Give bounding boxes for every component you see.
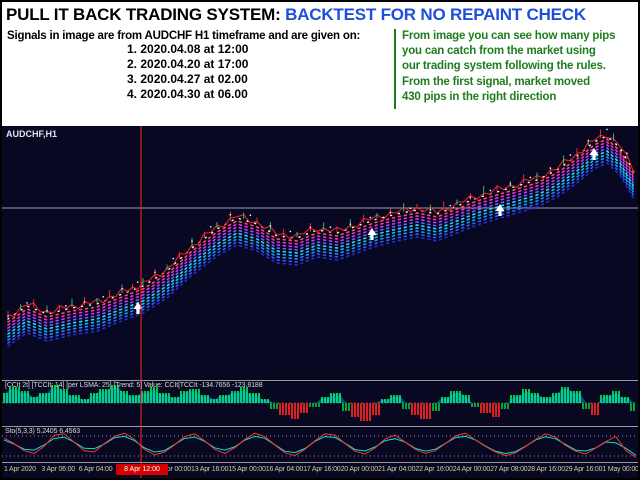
axis-label: 10 Apr 00:00 — [153, 466, 192, 473]
cci-indicator-label: [CCIt 2t] [TCCIt: 14] [per LSMA: 25] [Tr… — [5, 382, 263, 389]
cci-histogram — [2, 385, 638, 421]
signals-intro: Signals in image are from AUDCHF H1 time… — [7, 30, 361, 42]
axis-label: 15 Apr 00:00 — [228, 466, 266, 473]
axis-label: 16 Apr 04:00 — [265, 466, 304, 473]
axis-label: 22 Apr 16:00 — [415, 466, 453, 473]
note-line-5: 430 pips in the right direction — [402, 90, 557, 103]
stochastic-indicator-label: Sto(5,3,3) 5.2405 6.4563 — [5, 428, 81, 435]
note-line-4: From the first signal, market moved — [402, 75, 590, 88]
header: PULL IT BACK TRADING SYSTEM: BACKTEST FO… — [2, 2, 638, 126]
note-line-1: From image you can see how many pips — [402, 30, 616, 42]
signals-block: Signals in image are from AUDCHF H1 time… — [2, 25, 394, 102]
axis-label: 1 Apr 2020 — [4, 466, 36, 473]
time-axis: 1 Apr 2020 3 Apr 06:00 6 Apr 04:00 10 Apr 0… — [2, 464, 638, 478]
title-system-name: PULL IT BACK TRADING SYSTEM: — [6, 5, 281, 24]
symbol-timeframe-label: AUDCHF,H1 — [6, 129, 58, 139]
signal-item-2: 2. 2020.04.20 at 17:00 — [127, 57, 249, 71]
signal-arrow — [589, 148, 599, 160]
note-line-3: our trading system following the rules. — [402, 60, 606, 73]
axis-label: 24 Apr 00:00 — [452, 466, 491, 473]
signal-item-3: 3. 2020.04.27 at 02.00 — [127, 72, 248, 86]
axis-label: 3 Apr 06:00 — [41, 466, 75, 473]
axis-time-marker: 8 Apr 12:00 — [116, 464, 168, 475]
price-ribbon — [7, 128, 635, 347]
axis-label: 17 Apr 16:00 — [303, 466, 341, 473]
signal-arrow — [367, 228, 377, 240]
axis-label: 28 Apr 16:00 — [527, 466, 566, 473]
note-line-2: you can catch from the market using — [402, 45, 596, 58]
note-block: From image you can see how many pips you… — [396, 25, 615, 105]
green-divider — [394, 29, 396, 109]
axis-label: 13 Apr 16:00 — [191, 466, 229, 473]
axis-label: 6 Apr 04:00 — [78, 466, 113, 473]
header-columns: Signals in image are from AUDCHF H1 time… — [2, 25, 638, 109]
signal-arrow — [495, 204, 505, 216]
axis-label: 29 Apr 16:00 — [565, 466, 603, 473]
stoch-lines — [2, 432, 638, 459]
axis-label: 21 Apr 04:00 — [378, 466, 416, 473]
mt4-chart-area[interactable]: AUDCHF,H1 [CCIt 2t] [TCCIt: 14] [per LSM… — [2, 126, 638, 478]
signal-item-4: 4. 2020.04.30 at 06.00 — [127, 87, 248, 101]
signal-item-1: 1. 2020.04.08 at 12:00 — [127, 42, 249, 56]
title-backtest-note: BACKTEST FOR NO REPAINT CHECK — [285, 5, 586, 24]
axis-label: 20 Apr 00:00 — [340, 466, 379, 473]
axis-label: 27 Apr 08:00 — [490, 466, 528, 473]
axis-label: 1 May 00:00 — [602, 466, 638, 473]
page-title: PULL IT BACK TRADING SYSTEM: BACKTEST FO… — [6, 5, 638, 25]
price-line — [7, 134, 635, 317]
chart-canvas[interactable] — [2, 126, 638, 478]
signal-arrow — [133, 302, 143, 314]
